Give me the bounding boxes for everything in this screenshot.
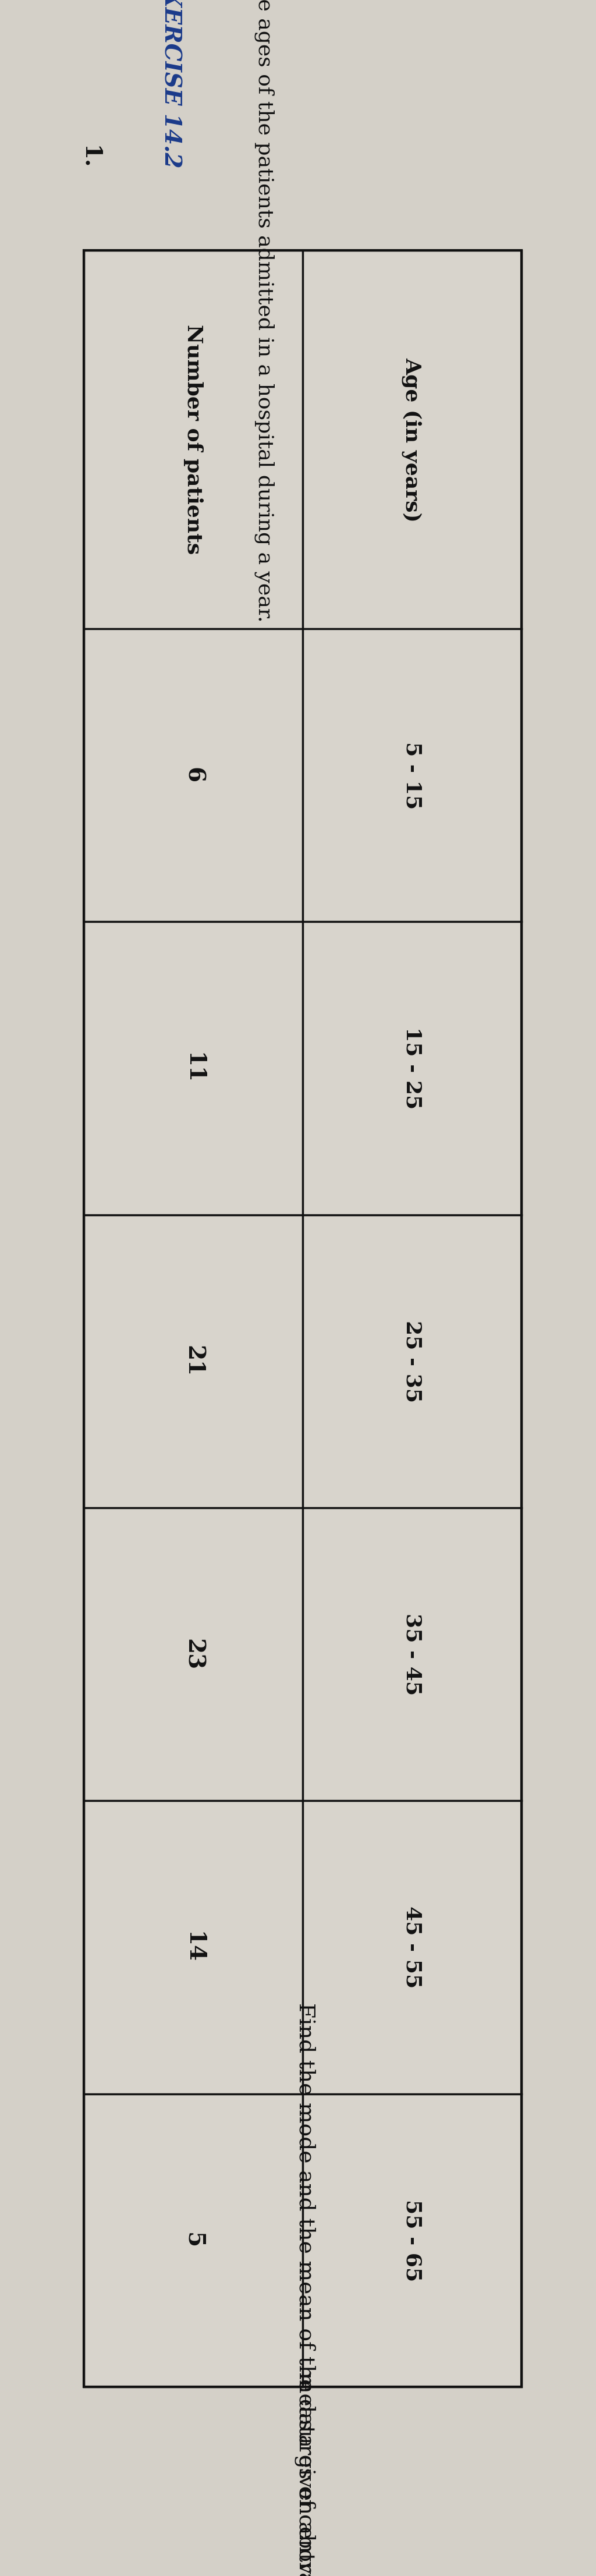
Text: 55 - 65: 55 - 65: [402, 2200, 422, 2282]
Text: EXERCISE 14.2: EXERCISE 14.2: [160, 0, 182, 167]
Text: 6: 6: [182, 768, 204, 783]
Text: 23: 23: [182, 1638, 204, 1669]
Text: 35 - 45: 35 - 45: [402, 1613, 422, 1695]
Text: 45 - 55: 45 - 55: [402, 1906, 422, 1989]
Text: 15 - 25: 15 - 25: [402, 1028, 422, 1110]
Text: Age (in years): Age (in years): [402, 358, 422, 523]
Text: measures of central tendency.: measures of central tendency.: [294, 2372, 316, 2576]
Text: 21: 21: [182, 1345, 204, 1378]
Text: The following table shows the ages of the patients admitted in a hospital during: The following table shows the ages of th…: [254, 0, 274, 623]
Bar: [84, 250, 522, 2388]
Text: 5: 5: [182, 2233, 204, 2249]
Text: 1.: 1.: [79, 144, 101, 170]
Text: Number of patients: Number of patients: [184, 325, 203, 554]
Text: Find the mode and the mean of the data given above. Compare and interpret the tw: Find the mode and the mean of the data g…: [294, 2002, 316, 2576]
Text: 25 - 35: 25 - 35: [402, 1319, 422, 1401]
Text: 11: 11: [182, 1054, 204, 1084]
Bar: [84, 250, 522, 2388]
Text: 5 - 15: 5 - 15: [402, 742, 422, 809]
Text: 14: 14: [182, 1932, 204, 1963]
